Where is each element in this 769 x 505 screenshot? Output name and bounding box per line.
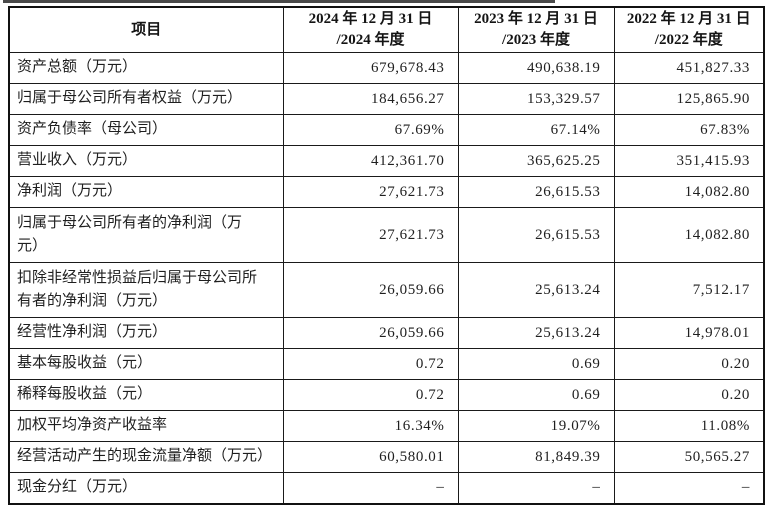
financial-summary-table: 项目 2024 年 12 月 31 日 /2024 年度 2023 年 12 月… (8, 6, 765, 505)
value-2022: 451,827.33 (613, 52, 765, 84)
header-row: 项目 2024 年 12 月 31 日 /2024 年度 2023 年 12 月… (8, 6, 765, 53)
row-label: 归属于母公司所有者权益（万元） (8, 83, 284, 115)
value-2022: 0.20 (613, 348, 765, 380)
row-label: 资产负债率（母公司） (8, 114, 284, 146)
table-row-operating-net-profit: 经营性净利润（万元） 26,059.66 25,613.24 14,978.01 (8, 317, 765, 349)
column-header-2024: 2024 年 12 月 31 日 /2024 年度 (282, 6, 459, 53)
value-2024: 0.72 (282, 379, 459, 411)
header-date-line: 2022 年 12 月 31 日 (626, 11, 751, 27)
value-2023: 25,613.24 (457, 317, 615, 349)
value-2023: 25,613.24 (457, 262, 615, 318)
value-2024: 26,059.66 (282, 262, 459, 318)
value-2022: 14,082.80 (613, 176, 765, 208)
table-row-parent-equity: 归属于母公司所有者权益（万元） 184,656.27 153,329.57 12… (8, 83, 765, 115)
value-2024: 184,656.27 (282, 83, 459, 115)
value-2023: 67.14% (457, 114, 615, 146)
value-2024: 26,059.66 (282, 317, 459, 349)
table-row-debt-ratio: 资产负债率（母公司） 67.69% 67.14% 67.83% (8, 114, 765, 146)
table-row-basic-eps: 基本每股收益（元） 0.72 0.69 0.20 (8, 348, 765, 380)
value-2022: 125,865.90 (613, 83, 765, 115)
value-2023: 365,625.25 (457, 145, 615, 177)
value-2022: 351,415.93 (613, 145, 765, 177)
table-row-deducted-net-profit: 扣除非经常性损益后归属于母公司所 有者的净利润（万元） 26,059.66 25… (8, 262, 765, 318)
column-header-2023: 2023 年 12 月 31 日 /2023 年度 (457, 6, 615, 53)
value-2023: 0.69 (457, 379, 615, 411)
value-2024: 67.69% (282, 114, 459, 146)
table-row-operating-cash-flow: 经营活动产生的现金流量净额（万元） 60,580.01 81,849.39 50… (8, 441, 765, 473)
row-label: 经营性净利润（万元） (8, 317, 284, 349)
value-2022: 67.83% (613, 114, 765, 146)
header-date-line: 2023 年 12 月 31 日 (474, 11, 598, 27)
column-header-item: 项目 (8, 6, 284, 53)
row-label: 扣除非经常性损益后归属于母公司所 有者的净利润（万元） (8, 262, 284, 318)
value-2022: 50,565.27 (613, 441, 765, 473)
value-2023: 26,615.53 (457, 176, 615, 208)
row-label: 稀释每股收益（元） (8, 379, 284, 411)
header-date-line: 2024 年 12 月 31 日 (308, 11, 433, 27)
row-label: 归属于母公司所有者的净利润（万 元） (8, 207, 284, 263)
header-year-line: /2022 年度 (654, 32, 723, 48)
row-label: 营业收入（万元） (8, 145, 284, 177)
column-header-2022: 2022 年 12 月 31 日 /2022 年度 (613, 6, 765, 53)
row-label: 基本每股收益（元） (8, 348, 284, 380)
value-2023: 26,615.53 (457, 207, 615, 263)
value-2024: 60,580.01 (282, 441, 459, 473)
value-2022: 14,082.80 (613, 207, 765, 263)
row-label: 加权平均净资产收益率 (8, 410, 284, 442)
value-2023: 490,638.19 (457, 52, 615, 84)
table-row-total-assets: 资产总额（万元） 679,678.43 490,638.19 451,827.3… (8, 52, 765, 84)
row-label: 资产总额（万元） (8, 52, 284, 84)
value-2022: 7,512.17 (613, 262, 765, 318)
table-row-revenue: 营业收入（万元） 412,361.70 365,625.25 351,415.9… (8, 145, 765, 177)
value-2022: 0.20 (613, 379, 765, 411)
row-label: 现金分红（万元） (8, 472, 284, 504)
value-2024: 16.34% (282, 410, 459, 442)
value-2023: 0.69 (457, 348, 615, 380)
value-2024: 27,621.73 (282, 176, 459, 208)
row-label: 净利润（万元） (8, 176, 284, 208)
table-row-net-profit: 净利润（万元） 27,621.73 26,615.53 14,082.80 (8, 176, 765, 208)
row-label: 经营活动产生的现金流量净额（万元） (8, 441, 284, 473)
table-row-diluted-eps: 稀释每股收益（元） 0.72 0.69 0.20 (8, 379, 765, 411)
value-2024: 0.72 (282, 348, 459, 380)
value-2023: 19.07% (457, 410, 615, 442)
table-row-cash-dividend: 现金分红（万元） – – – (8, 472, 765, 504)
table-row-weighted-avg-roe: 加权平均净资产收益率 16.34% 19.07% 11.08% (8, 410, 765, 442)
cropped-text-sliver (3, 0, 555, 3)
value-2023: 153,329.57 (457, 83, 615, 115)
header-year-line: /2024 年度 (336, 32, 405, 48)
value-2024: 412,361.70 (282, 145, 459, 177)
value-2024: 27,621.73 (282, 207, 459, 263)
value-2023: 81,849.39 (457, 441, 615, 473)
value-2022: 14,978.01 (613, 317, 765, 349)
header-year-line: /2023 年度 (502, 32, 570, 48)
value-2022: – (613, 472, 765, 504)
table-row-parent-net-profit: 归属于母公司所有者的净利润（万 元） 27,621.73 26,615.53 1… (8, 207, 765, 263)
value-2024: 679,678.43 (282, 52, 459, 84)
value-2022: 11.08% (613, 410, 765, 442)
value-2024: – (282, 472, 459, 504)
value-2023: – (457, 472, 615, 504)
